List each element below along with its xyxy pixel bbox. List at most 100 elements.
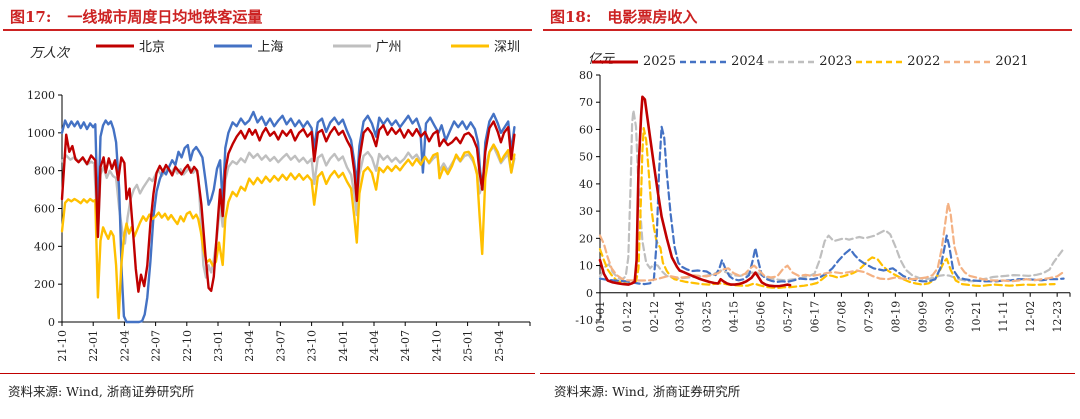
x-tick-label: 21-10 [56,330,69,362]
x-tick-label: 06-17 [808,301,821,333]
x-tick-label: 07-08 [835,301,848,333]
source-divider [540,373,1075,374]
legend-line-swatch [944,60,991,63]
series-line-广州 [60,145,516,279]
source-note: 资料来源: Wind, 浙商证券研究所 [554,384,741,399]
x-tick-label: 25-04 [493,330,506,362]
y-tick-label: 0 [586,287,593,300]
title-underline [543,29,1072,31]
x-tick-label: 05-27 [781,301,794,333]
legend-label: 上海 [257,40,284,55]
legend-label: 广州 [375,40,402,55]
y-tick-label: 400 [34,240,55,253]
legend-label: 2023 [819,54,853,69]
y-tick-label: 30 [579,205,593,218]
x-tick-label: 05-06 [755,301,768,333]
figure-number: 图17: [10,8,52,26]
legend-label: 2024 [731,54,765,69]
legend-item-2023: 2023 [768,54,852,69]
y-tick-label: 20 [579,232,593,245]
legend-item-2021: 2021 [944,54,1028,69]
figure-box-office: 图18: 电影票房收入 亿元 2025 2024 2023 2022 2021 -10 0 1… [540,0,1080,419]
y-tick-label: 70 [579,96,593,109]
legend-line-swatch [450,44,489,47]
y-tick-label: 10 [579,260,593,273]
x-tick-label: 24-04 [368,330,381,362]
x-tick-label: 11-11 [997,301,1010,333]
x-tick-label: 12-23 [1051,301,1064,333]
x-tick-label: 23-04 [243,330,256,362]
chart-legend: 北京 上海 广州 深圳 [96,36,520,55]
x-tick-label: 24-10 [430,330,443,362]
x-tick-label: 23-01 [212,330,225,362]
y-tick-label: 800 [34,165,55,178]
y-tick-label: 1000 [27,127,55,140]
legend-label: 北京 [139,40,166,55]
series-line-北京 [60,120,516,293]
x-tick-label: 22-01 [87,330,100,362]
y-axis-unit-label: 亿元 [588,52,615,67]
x-tick-label: 01-01 [594,301,607,333]
x-tick-label: 04-15 [728,301,741,333]
x-tick-label: 09-09 [916,301,929,333]
y-tick-label: 200 [34,278,55,291]
legend-line-swatch [96,44,134,47]
y-tick-label: 50 [579,151,593,164]
series-line-深圳 [60,143,516,320]
series-line-2022 [598,127,1056,289]
box-office-line-chart: -10 0 10 20 30 40 50 60 70 80 01-01 01-22 02-12 03-04… [575,69,1071,333]
y-tick-label: 60 [579,123,593,136]
legend-line-swatch [768,60,815,63]
figure-title-text: 电影票房收入 [607,8,698,26]
legend-item-2022: 2022 [856,54,940,69]
x-tick-label: 25-01 [462,330,475,362]
figure-title: 图18: 电影票房收入 [550,6,697,27]
legend-item-2024: 2024 [680,54,764,69]
legend-label: 2021 [995,54,1029,69]
series-line-上海 [60,110,516,324]
x-tick-label: 03-25 [701,301,714,333]
figure-metro-ridership: 图17: 一线城市周度日均地铁客运量 万人次 北京 上海 广州 深圳 0 200 400 60… [0,6,535,399]
x-tick-label: 09-30 [943,301,956,333]
legend-item-2025: 2025 [592,54,676,69]
y-axis-unit-label: 万人次 [30,46,70,61]
legend-item-上海: 上海 [214,36,283,55]
title-underline [3,29,532,31]
x-tick-label: 23-07 [274,330,287,362]
figure-title: 图17: 一线城市周度日均地铁客运量 [10,6,262,27]
y-tick-label: 0 [48,316,55,329]
y-tick-label: 40 [579,178,593,191]
x-tick-label: 23-10 [306,330,319,362]
y-tick-label: -10 [575,314,593,327]
legend-item-广州: 广州 [332,36,402,55]
x-tick-label: 10-21 [970,301,983,333]
figure-title-text: 一线城市周度日均地铁客运量 [67,8,263,26]
legend-item-北京: 北京 [96,36,165,55]
series-line-2024 [598,125,1065,286]
source-divider [0,373,535,374]
figure-number: 图18: [550,8,592,26]
x-tick-label: 01-22 [621,301,634,333]
chart-legend: 2025 2024 2023 2022 2021 [592,54,1028,69]
metro-line-chart: 0 200 400 600 800 1000 1200 21-10 22-01 22-04 22-0… [27,89,531,362]
legend-label: 深圳 [493,40,520,55]
source-note: 资料来源: Wind, 浙商证券研究所 [8,384,195,399]
x-tick-label: 03-04 [674,301,687,333]
x-tick-label: 02-12 [648,301,661,333]
legend-label: 2025 [643,54,677,69]
x-tick-label: 12-02 [1024,301,1037,333]
y-tick-label: 1200 [27,89,55,102]
series-line-2025 [598,95,792,288]
legend-item-深圳: 深圳 [450,36,520,55]
legend-line-swatch [680,60,727,63]
x-tick-label: 22-07 [150,330,163,362]
y-tick-label: 80 [579,69,593,82]
x-tick-label: 24-01 [337,330,350,362]
y-tick-label: 600 [34,203,55,216]
x-tick-label: 22-10 [181,330,194,362]
x-tick-label: 08-19 [889,301,902,333]
legend-line-swatch [332,44,371,47]
legend-label: 2022 [907,54,941,69]
x-tick-label: 22-04 [118,330,131,362]
series-line-2021 [598,201,1066,283]
